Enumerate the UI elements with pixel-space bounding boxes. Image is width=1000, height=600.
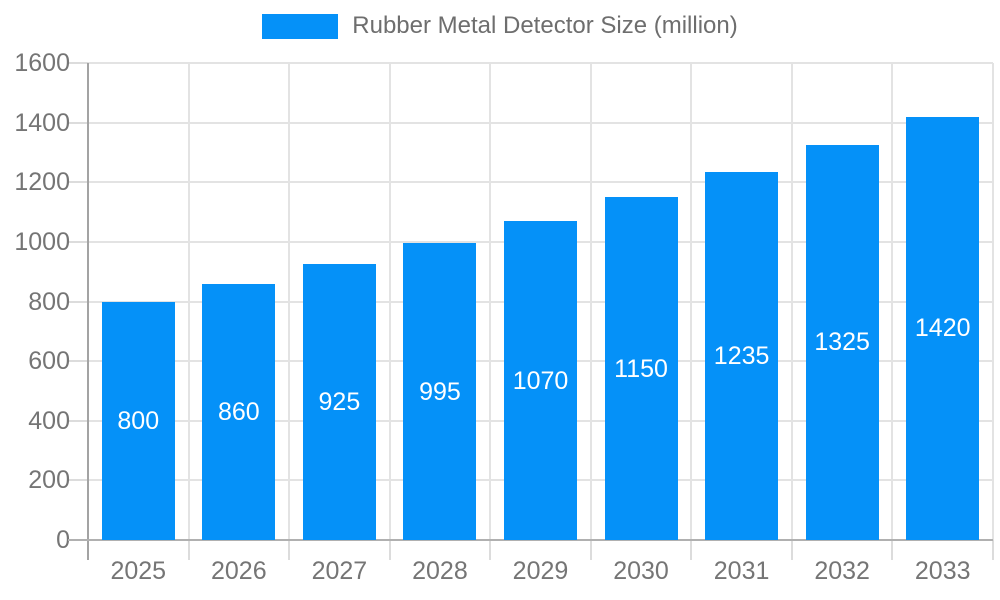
x-axis-tick — [288, 540, 291, 560]
y-axis-tick-label: 1400 — [14, 108, 70, 137]
x-axis-tick-label: 2028 — [412, 557, 468, 585]
bar-value-label: 1420 — [914, 314, 971, 343]
y-axis-tick-label: 1600 — [14, 49, 70, 77]
gridline-horizontal — [88, 121, 993, 124]
x-axis-tick-label: 2029 — [512, 557, 569, 585]
y-axis-tick-label: 600 — [28, 347, 70, 376]
y-axis-tick-label: 800 — [28, 287, 70, 316]
y-axis-tick-label: 0 — [56, 526, 70, 554]
gridline-vertical — [690, 63, 693, 540]
x-axis-tick — [489, 540, 492, 560]
bar[interactable] — [302, 264, 376, 540]
x-axis-tick-label: 2032 — [814, 557, 870, 585]
y-axis-tick — [68, 121, 88, 124]
y-axis-tick-label: 400 — [28, 406, 70, 435]
bar-value-label: 1150 — [614, 354, 668, 383]
x-axis-tick-label: 2031 — [713, 557, 770, 585]
y-axis-tick — [68, 240, 88, 243]
x-axis-tick — [187, 540, 190, 560]
x-axis-line — [68, 539, 993, 541]
bar-value-label: 860 — [217, 397, 260, 426]
gridline-vertical — [388, 63, 391, 540]
bar-value-label: 800 — [117, 406, 160, 435]
bar[interactable] — [906, 116, 980, 540]
legend-swatch-icon — [262, 13, 339, 39]
x-axis-tick — [790, 540, 793, 560]
bar[interactable] — [705, 171, 779, 540]
x-axis-tick — [690, 540, 693, 560]
y-axis-tick-label: 1000 — [14, 227, 70, 256]
y-axis-line — [87, 63, 89, 560]
bar-value-label: 1235 — [713, 341, 770, 370]
bar[interactable] — [604, 197, 678, 540]
legend-label: Rubber Metal Detector Size (million) — [352, 12, 738, 39]
gridline-vertical — [288, 63, 291, 540]
gridline-vertical — [891, 63, 894, 540]
y-axis-tick — [68, 419, 88, 422]
gridline-vertical — [589, 63, 592, 540]
y-axis-tick — [68, 360, 88, 363]
bar[interactable] — [805, 144, 879, 540]
x-axis-tick-label: 2026 — [211, 557, 267, 585]
gridline-vertical — [992, 63, 994, 540]
gridline-vertical — [790, 63, 793, 540]
y-axis-tick-label: 200 — [28, 466, 70, 495]
x-axis-tick — [589, 540, 592, 560]
x-axis-tick — [891, 540, 894, 560]
bar[interactable] — [202, 283, 276, 540]
y-axis-tick-label: 1200 — [14, 168, 70, 197]
bar[interactable] — [403, 243, 477, 540]
legend[interactable]: Rubber Metal Detector Size (million) — [0, 12, 1000, 40]
bar-value-label: 1325 — [814, 328, 870, 357]
bar-value-label: 995 — [419, 377, 461, 406]
bar[interactable] — [504, 221, 577, 540]
bar[interactable] — [101, 301, 175, 540]
bar-value-label: 925 — [318, 388, 361, 417]
gridline-horizontal — [88, 181, 993, 184]
y-axis-tick — [68, 479, 88, 482]
x-axis-tick-label: 2027 — [311, 557, 368, 585]
gridline-horizontal — [88, 62, 993, 64]
bar-value-label: 1070 — [512, 366, 569, 395]
x-axis-tick — [388, 540, 391, 560]
y-axis-tick — [68, 300, 88, 303]
gridline-vertical — [489, 63, 492, 540]
x-axis-tick-label: 2025 — [110, 557, 167, 585]
x-axis-tick-label: 2033 — [914, 557, 971, 585]
x-axis-tick-label: 2030 — [613, 557, 669, 585]
x-axis-tick — [992, 540, 994, 560]
y-axis-tick — [68, 181, 88, 184]
gridline-vertical — [187, 63, 190, 540]
y-axis-tick — [68, 62, 88, 64]
